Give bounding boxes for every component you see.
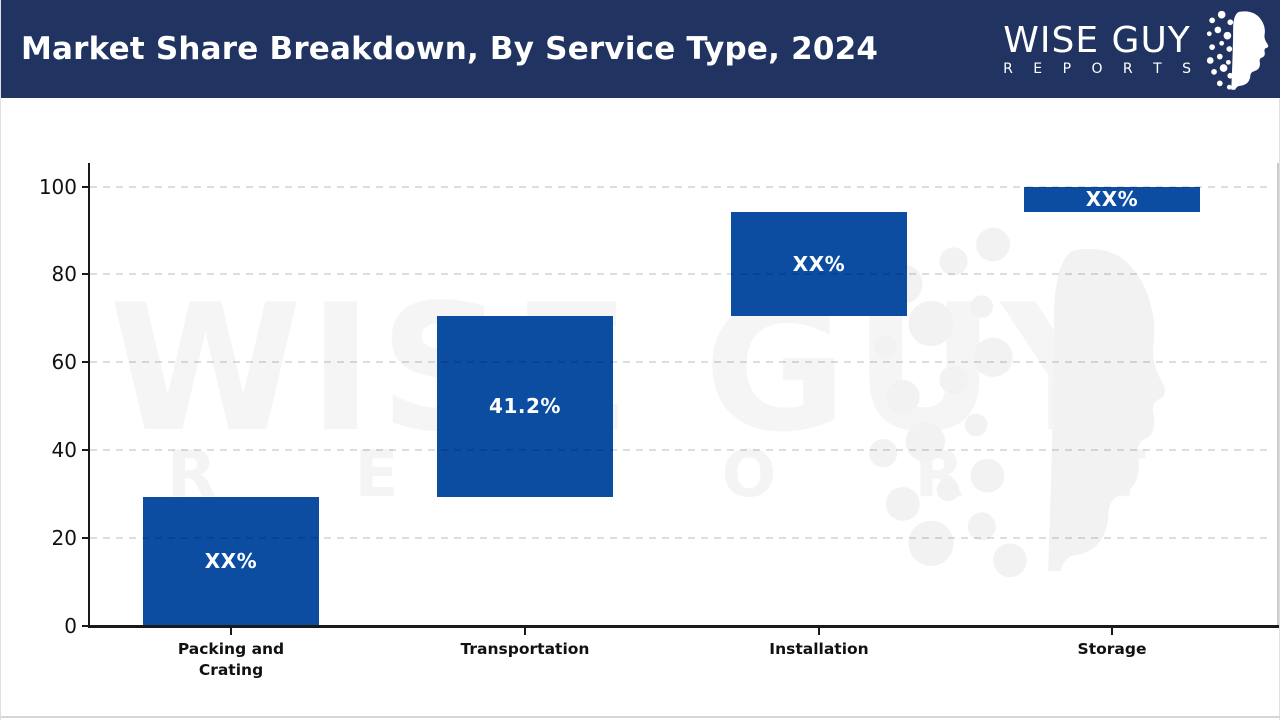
x-axis-category-label: Storage bbox=[1077, 640, 1147, 658]
y-tick-label: 60 bbox=[51, 350, 77, 375]
bar-value-label: 41.2% bbox=[489, 394, 561, 419]
y-tick-label: 40 bbox=[51, 438, 77, 463]
x-axis-baseline bbox=[88, 625, 1279, 628]
right-spine bbox=[1277, 163, 1279, 627]
y-tick bbox=[82, 273, 89, 276]
y-gridline bbox=[90, 449, 1271, 452]
y-tick bbox=[82, 185, 89, 188]
y-tick bbox=[82, 361, 89, 364]
x-tick bbox=[524, 627, 526, 635]
bar-segment: XX% bbox=[143, 496, 319, 626]
brand-subname: R E P O R T S bbox=[1003, 60, 1199, 77]
x-tick bbox=[230, 627, 232, 635]
bar-value-label: XX% bbox=[204, 549, 258, 574]
y-tick bbox=[82, 625, 89, 627]
x-axis-category-label: Installation bbox=[769, 640, 869, 658]
brand-face-icon bbox=[1206, 10, 1269, 90]
x-axis-category-label: Transportation bbox=[460, 640, 590, 658]
brand-logo-text: WISE GUY R E P O R T S bbox=[995, 19, 1199, 77]
y-tick-label: 80 bbox=[51, 262, 77, 287]
brand-logo: WISE GUY R E P O R T S bbox=[995, 0, 1269, 98]
bar-segment: XX% bbox=[1024, 186, 1200, 213]
brand-name: WISE GUY bbox=[1003, 19, 1191, 61]
y-gridline bbox=[90, 273, 1271, 276]
bar-segment: XX% bbox=[731, 212, 907, 316]
x-axis-category-label: Packing and Crating bbox=[177, 640, 285, 679]
page-title: Market Share Breakdown, By Service Type,… bbox=[21, 31, 879, 67]
bar-value-label: XX% bbox=[792, 252, 846, 277]
bar-value-label: XX% bbox=[1085, 187, 1139, 212]
y-gridline bbox=[90, 361, 1271, 364]
y-tick-label: 20 bbox=[51, 526, 77, 551]
y-tick bbox=[82, 449, 89, 452]
y-gridline bbox=[90, 185, 1271, 188]
y-gridline bbox=[90, 537, 1271, 540]
footer-divider bbox=[1, 716, 1280, 718]
y-tick bbox=[82, 537, 89, 540]
y-tick-label: 0 bbox=[64, 614, 77, 638]
bar-segment: 41.2% bbox=[437, 315, 613, 497]
x-tick bbox=[1111, 627, 1113, 635]
header-bar: Market Share Breakdown, By Service Type,… bbox=[1, 0, 1280, 98]
watermark-face-dots-icon bbox=[869, 227, 1166, 578]
y-tick-label: 100 bbox=[38, 174, 77, 199]
y-axis-spine bbox=[88, 163, 90, 627]
x-tick bbox=[818, 627, 820, 635]
